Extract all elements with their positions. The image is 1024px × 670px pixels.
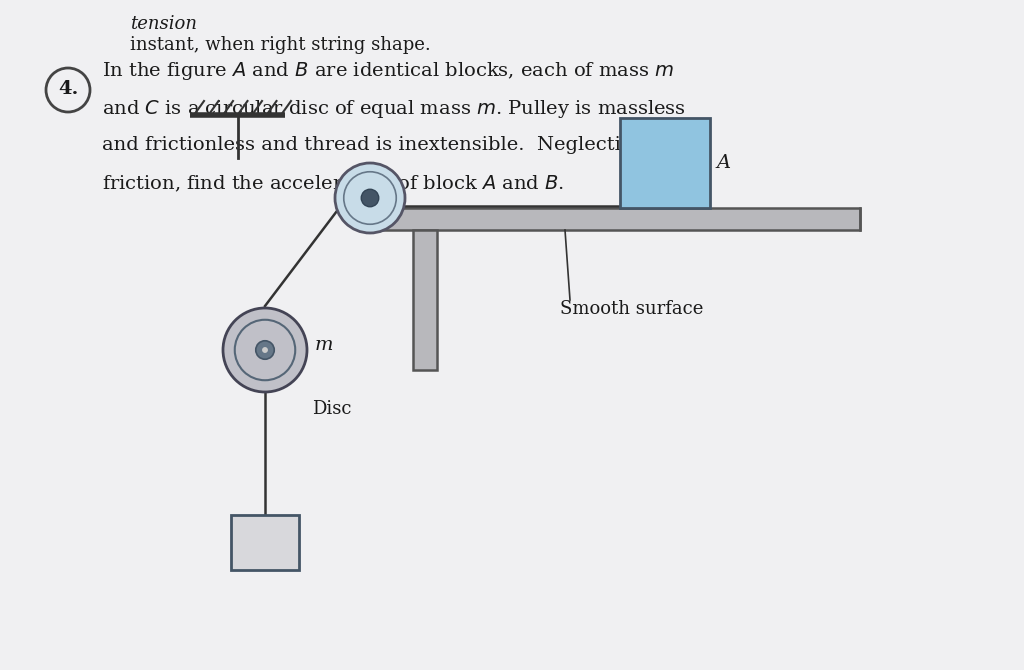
Circle shape	[361, 189, 379, 207]
Circle shape	[256, 341, 274, 359]
Circle shape	[262, 347, 268, 353]
Text: Smooth surface: Smooth surface	[560, 300, 703, 318]
Bar	[413, 230, 437, 370]
Text: Disc: Disc	[312, 400, 351, 418]
Text: A: A	[716, 154, 730, 172]
Bar	[620, 118, 710, 208]
Text: 4.: 4.	[57, 80, 78, 98]
Text: In the figure $A$ and $B$ are identical blocks, each of mass $m$: In the figure $A$ and $B$ are identical …	[102, 60, 674, 82]
Text: instant, when right string shape.: instant, when right string shape.	[130, 36, 431, 54]
Text: m: m	[256, 533, 273, 551]
Circle shape	[223, 308, 307, 392]
Text: and frictionless and thread is inextensible.  Neglecting: and frictionless and thread is inextensi…	[102, 136, 646, 154]
Circle shape	[335, 163, 406, 233]
Text: m: m	[315, 336, 334, 354]
Text: and $C$ is a circular disc of equal mass $m$. Pulley is massless: and $C$ is a circular disc of equal mass…	[102, 98, 686, 120]
Text: m: m	[648, 154, 667, 172]
Text: tension: tension	[130, 15, 197, 33]
Bar	[231, 515, 299, 570]
Text: friction, find the acceleration of block $A$ and $B$.: friction, find the acceleration of block…	[102, 174, 564, 194]
Bar	[365, 208, 860, 230]
